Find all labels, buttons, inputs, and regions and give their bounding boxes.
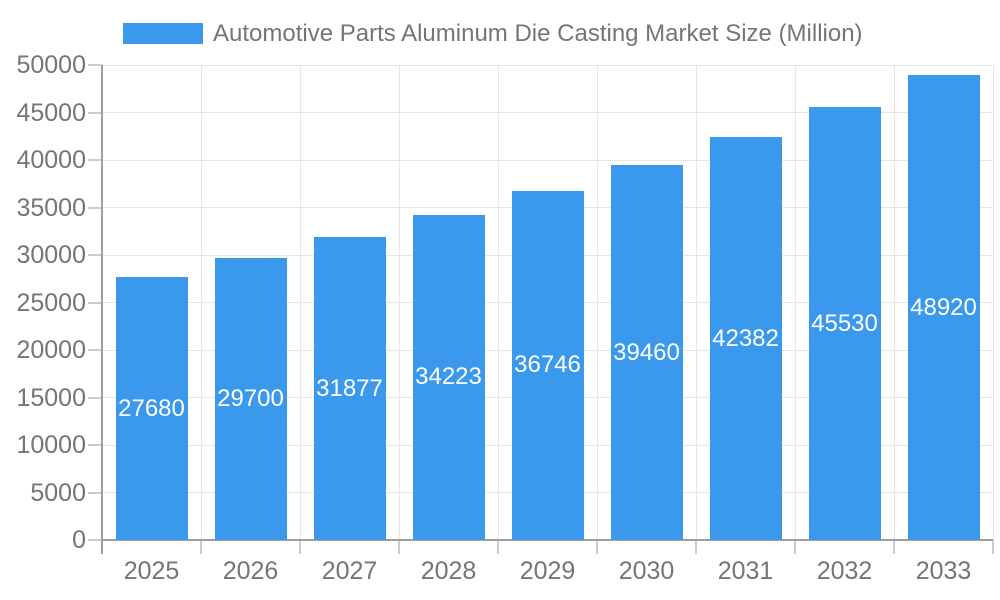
bar-value-label: 29700 — [217, 384, 284, 412]
y-tick-mark — [88, 444, 102, 446]
x-tick-label: 2025 — [123, 557, 180, 585]
y-tick-mark — [88, 159, 102, 161]
bar[interactable]: 34223 — [412, 214, 485, 540]
y-gridline — [102, 159, 993, 161]
bar[interactable]: 42382 — [709, 137, 782, 540]
y-tick-mark — [88, 349, 102, 351]
x-gridline — [398, 65, 400, 540]
bar-value-label: 34223 — [415, 363, 482, 391]
x-gridline — [794, 65, 796, 540]
y-tick-label: 50000 — [16, 51, 86, 79]
y-gridline — [102, 112, 993, 113]
y-tick-label: 20000 — [16, 336, 86, 364]
y-tick-label: 40000 — [16, 146, 86, 174]
x-tick-label: 2032 — [816, 557, 873, 585]
y-tick-label: 0 — [72, 526, 86, 554]
y-gridline — [102, 64, 993, 66]
x-tick-mark — [794, 540, 796, 554]
bar[interactable]: 36746 — [511, 190, 584, 540]
x-tick-label: 2030 — [618, 557, 675, 585]
legend-swatch-icon — [123, 23, 203, 44]
x-tick-mark — [695, 540, 697, 554]
x-tick-label: 2031 — [717, 557, 774, 585]
x-tick-mark — [596, 540, 598, 554]
x-tick-label: 2033 — [915, 557, 972, 585]
y-tick-mark — [88, 111, 102, 114]
y-tick-label: 30000 — [16, 241, 86, 269]
x-tick-label: 2028 — [420, 557, 477, 585]
x-tick-label: 2029 — [519, 557, 576, 585]
y-tick-label: 45000 — [16, 98, 86, 127]
x-tick-mark — [992, 540, 994, 554]
x-gridline — [893, 65, 895, 540]
bar[interactable]: 29700 — [214, 257, 287, 540]
y-tick-mark — [88, 396, 102, 399]
y-tick-label: 35000 — [16, 193, 86, 222]
bar-value-label: 45530 — [811, 309, 878, 337]
y-tick-mark — [88, 539, 102, 541]
x-gridline — [497, 65, 499, 540]
bar-value-label: 31877 — [316, 374, 383, 402]
bar-value-label: 36746 — [514, 351, 581, 379]
legend-label: Automotive Parts Aluminum Die Casting Ma… — [213, 20, 863, 47]
y-tick-label: 25000 — [16, 288, 86, 317]
bar-value-label: 27680 — [118, 394, 185, 422]
x-tick-mark — [893, 540, 895, 554]
x-tick-label: 2027 — [321, 557, 378, 585]
y-axis-line — [101, 65, 103, 554]
bar-value-label: 39460 — [613, 338, 680, 366]
y-tick-mark — [88, 64, 102, 66]
x-tick-mark — [398, 540, 400, 554]
y-tick-mark — [88, 301, 102, 304]
x-gridline — [596, 65, 598, 540]
y-tick-mark — [88, 491, 102, 494]
bar[interactable]: 45530 — [808, 107, 881, 540]
y-tick-mark — [88, 206, 102, 209]
x-gridline — [200, 65, 202, 540]
bar-value-label: 48920 — [910, 293, 977, 321]
bar[interactable]: 39460 — [610, 165, 683, 540]
x-gridline — [992, 65, 994, 540]
y-tick-label: 5000 — [30, 478, 86, 507]
x-tick-mark — [299, 540, 301, 554]
bar[interactable]: 48920 — [907, 75, 980, 540]
y-tick-label: 10000 — [16, 431, 86, 459]
x-tick-label: 2026 — [222, 557, 279, 585]
bar[interactable]: 31877 — [313, 237, 386, 540]
x-tick-mark — [497, 540, 499, 554]
x-gridline — [299, 65, 301, 540]
x-gridline — [695, 65, 697, 540]
bar[interactable]: 27680 — [115, 277, 188, 540]
x-axis-line — [102, 539, 993, 541]
y-tick-mark — [88, 254, 102, 256]
bar-value-label: 42382 — [712, 324, 779, 352]
x-tick-mark — [200, 540, 202, 554]
y-tick-label: 15000 — [16, 383, 86, 412]
